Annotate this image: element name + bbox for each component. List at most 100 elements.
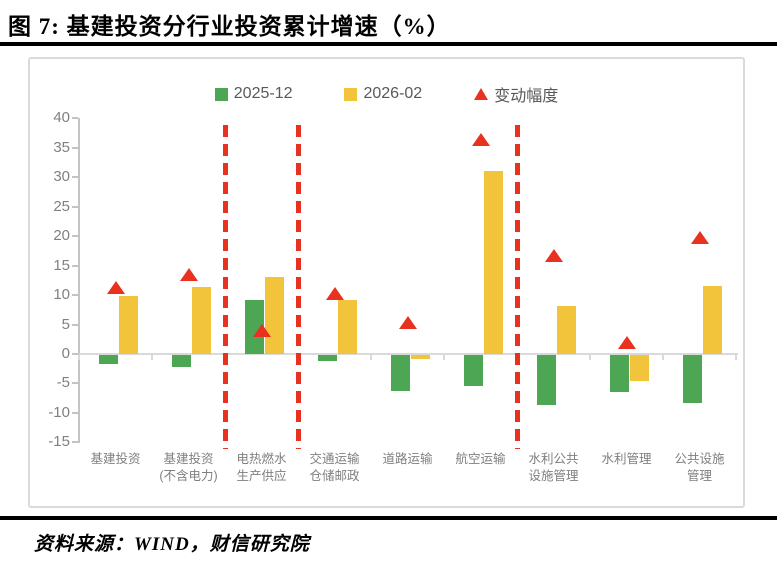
green-square-icon	[214, 87, 228, 101]
y-axis-tick-label: 40	[53, 109, 70, 127]
x-axis-boundary-tick	[662, 355, 664, 360]
page-title: 图 7: 基建投资分行业投资累计增速（%）	[8, 14, 451, 39]
bar-2026-02-水利公共设施管理	[556, 305, 576, 354]
x-axis-zero-line	[79, 353, 738, 355]
x-axis-label-line: 生产供应	[236, 469, 287, 483]
legend-label-2026-02: 2026-02	[363, 85, 423, 102]
source-note: 资料来源：WIND，财信研究院	[34, 534, 310, 555]
y-axis-tick	[72, 294, 78, 297]
footer-divider-rule	[0, 516, 777, 520]
y-axis-tick	[72, 205, 78, 208]
chart-container: 2025-12 2026-02 变动幅度 40 35 30 25 20 15 10 5 0 -5 -…	[28, 57, 745, 508]
triangle-marker-公共设施管理	[690, 230, 709, 244]
x-axis-boundary-tick	[370, 355, 372, 360]
y-axis-tick-label: -5	[56, 374, 70, 392]
bar-2025-12-交通运输仓储邮政	[317, 355, 337, 362]
title-divider-rule	[0, 42, 777, 46]
chart-legend: 2025-12 2026-02 变动幅度	[30, 82, 743, 106]
y-axis-tick-label: 30	[53, 168, 70, 186]
y-axis-tick-label: 15	[53, 256, 70, 274]
y-axis-tick-label: 5	[61, 315, 70, 333]
y-axis-tick	[72, 235, 78, 238]
x-axis-label-line: 道路运输	[382, 452, 433, 466]
triangle-marker-道路运输	[398, 316, 417, 330]
x-axis-label: 基建投资	[76, 451, 155, 468]
section-divider-dashed-line	[295, 125, 301, 449]
x-axis-label-line: 基建投资	[90, 452, 141, 466]
triangle-marker-水利公共设施管理	[544, 249, 563, 263]
x-axis-label: 基建投资 (不含电力)	[149, 451, 228, 485]
triangle-marker-基建投资(不含电力)	[179, 267, 198, 281]
x-axis-boundary-tick	[589, 355, 591, 360]
legend-item-2025-12: 2025-12	[214, 85, 293, 103]
bar-2025-12-基建投资	[98, 355, 118, 364]
x-axis-label-line: 管理	[686, 469, 712, 483]
y-axis-tick	[72, 176, 78, 179]
y-axis-tick-label: 20	[53, 227, 70, 245]
x-axis-label-line: 水利公共	[528, 452, 579, 466]
x-axis-label-line: 公共设施	[674, 452, 725, 466]
x-axis-label-line: 交通运输	[309, 452, 360, 466]
x-axis-label-line: (不含电力)	[159, 469, 218, 483]
triangle-marker-电热燃水生产供应	[252, 323, 271, 337]
bar-2026-02-道路运输	[410, 355, 430, 359]
y-axis-tick	[72, 382, 78, 385]
x-axis-label: 公共设施 管理	[660, 451, 739, 485]
y-axis-tick	[72, 264, 78, 267]
x-axis-label-line: 水利管理	[601, 452, 652, 466]
triangle-marker-交通运输仓储邮政	[325, 287, 344, 301]
triangle-marker-航空运输	[471, 132, 490, 146]
y-axis-tick-label: 25	[53, 197, 70, 215]
bar-2025-12-基建投资(不含电力)	[171, 355, 191, 368]
y-axis-tick-label: 0	[61, 345, 70, 362]
x-axis-label-line: 航空运输	[455, 452, 506, 466]
x-axis-label: 航空运输	[441, 451, 520, 468]
y-axis-line	[78, 118, 80, 443]
bar-2026-02-公共设施管理	[702, 285, 722, 354]
bar-2025-12-道路运输	[390, 355, 410, 391]
x-axis-label: 道路运输	[368, 451, 447, 468]
section-divider-dashed-line	[222, 125, 228, 449]
bar-2026-02-航空运输	[483, 170, 503, 354]
triangle-marker-水利管理	[617, 336, 636, 350]
red-triangle-icon	[474, 88, 489, 100]
x-axis-label: 水利公共 设施管理	[514, 451, 593, 485]
y-axis-tick	[72, 146, 78, 149]
x-axis-boundary-tick	[735, 355, 737, 360]
bar-2026-02-电热燃水生产供应	[264, 276, 284, 354]
bar-2026-02-基建投资	[118, 296, 138, 354]
bar-2026-02-基建投资(不含电力)	[191, 286, 211, 354]
x-axis-label-line: 仓储邮政	[309, 469, 360, 483]
yellow-square-icon	[344, 87, 358, 101]
y-axis-tick	[72, 323, 78, 326]
x-axis-label-line: 电热燃水	[236, 452, 287, 466]
bar-2026-02-交通运输仓储邮政	[337, 300, 357, 354]
legend-label-change: 变动幅度	[494, 88, 559, 105]
y-axis-tick	[72, 353, 78, 355]
x-axis-boundary-tick	[78, 355, 80, 360]
bar-2025-12-水利管理	[609, 355, 629, 393]
bar-2026-02-水利管理	[629, 355, 649, 381]
y-axis-tick-label: 10	[53, 286, 70, 304]
y-axis-tick-label: -10	[48, 403, 70, 421]
y-axis-tick	[72, 117, 78, 120]
section-divider-dashed-line	[514, 125, 520, 449]
legend-item-change: 变动幅度	[474, 82, 558, 106]
x-axis-label: 交通运输 仓储邮政	[295, 451, 374, 485]
x-axis-label: 水利管理	[587, 451, 666, 468]
bar-2025-12-公共设施管理	[682, 355, 702, 404]
y-axis-tick-label: 35	[53, 138, 70, 156]
bar-2025-12-航空运输	[463, 355, 483, 387]
legend-item-2026-02: 2026-02	[344, 85, 422, 103]
x-axis-boundary-tick	[151, 355, 153, 360]
x-axis-label-line: 设施管理	[528, 469, 579, 483]
legend-label-2025-12: 2025-12	[233, 85, 293, 102]
x-axis-boundary-tick	[443, 355, 445, 360]
y-axis-tick	[72, 441, 78, 444]
x-axis-label-line: 基建投资	[163, 452, 214, 466]
x-axis-label: 电热燃水 生产供应	[222, 451, 301, 485]
bar-2025-12-水利公共设施管理	[536, 355, 556, 406]
triangle-marker-基建投资	[106, 280, 125, 294]
y-axis-tick	[72, 411, 78, 414]
y-axis-tick-label: -15	[48, 433, 70, 451]
